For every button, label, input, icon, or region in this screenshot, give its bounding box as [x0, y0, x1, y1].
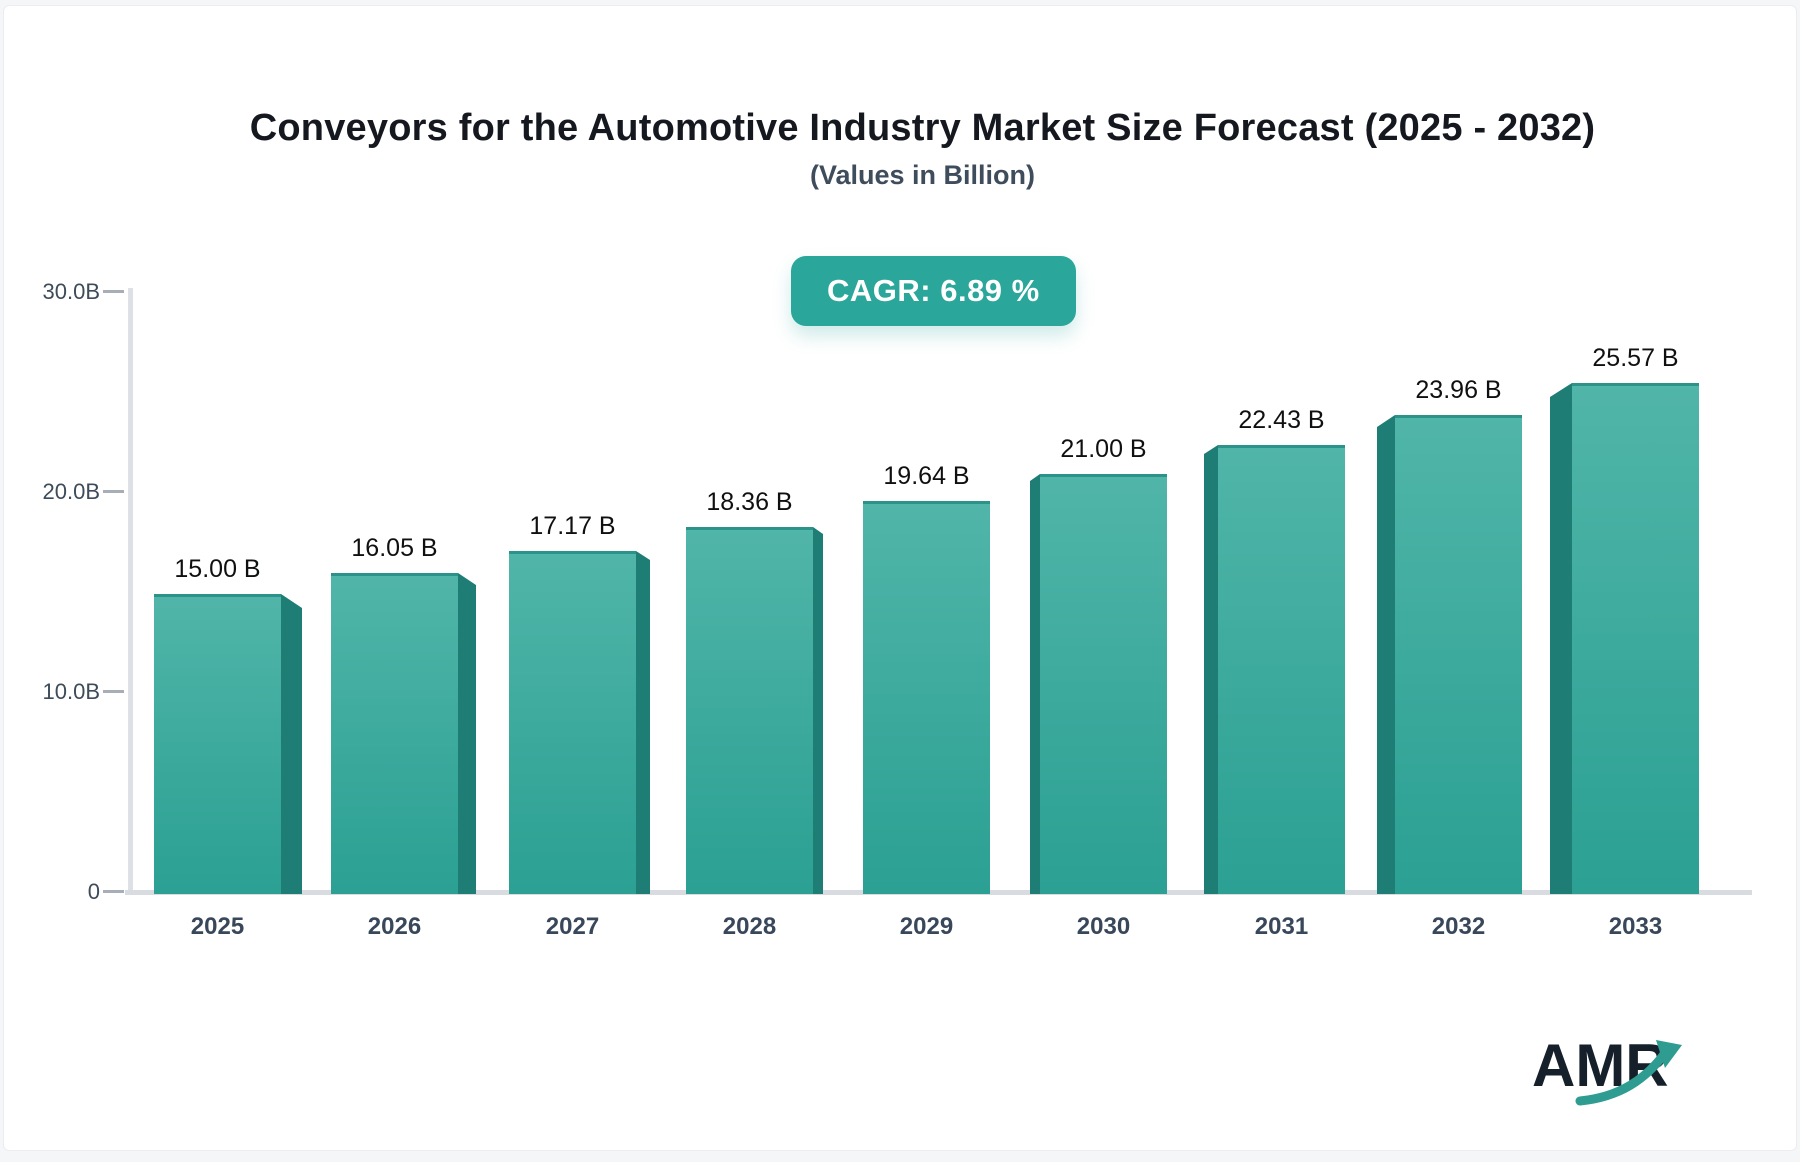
bar-value-label: 21.00 B [1000, 432, 1207, 466]
x-axis-label: 2033 [1552, 912, 1719, 942]
bar [1572, 383, 1699, 894]
x-axis-label: 2032 [1375, 912, 1542, 942]
chart-card: Conveyors for the Automotive Industry Ma… [3, 5, 1797, 1151]
bar-value-label: 25.57 B [1532, 341, 1739, 375]
y-tick-dash [103, 690, 124, 693]
y-axis-line [128, 288, 133, 892]
logo-text: AMR [1532, 1032, 1669, 1099]
bar-value-label: 18.36 B [646, 485, 853, 519]
bar [331, 573, 458, 894]
x-axis-label: 2027 [489, 912, 656, 942]
x-axis-label: 2025 [134, 912, 301, 942]
bar [863, 501, 990, 894]
bar-side-face [281, 594, 302, 894]
y-tick-dash [103, 490, 124, 493]
bar-value-label: 22.43 B [1178, 403, 1385, 437]
bar-side-face [636, 551, 650, 894]
x-axis-label: 2028 [666, 912, 833, 942]
bar [686, 527, 813, 894]
bar-value-label: 17.17 B [469, 509, 676, 543]
bar-value-label: 19.64 B [823, 459, 1030, 493]
x-axis-label: 2026 [311, 912, 478, 942]
y-tick-dash [103, 890, 124, 893]
amr-logo: AMR [1530, 1022, 1720, 1108]
y-tick-label: 30.0B [12, 279, 100, 305]
bar-side-face [1204, 445, 1218, 894]
bar [1218, 445, 1345, 894]
bar [1395, 415, 1522, 894]
bar [154, 594, 281, 894]
x-axis-label: 2029 [843, 912, 1010, 942]
y-tick-label: 20.0B [12, 479, 100, 505]
x-axis-label: 2030 [1020, 912, 1187, 942]
bar-side-face [813, 527, 823, 894]
y-tick-label: 0 [12, 879, 100, 905]
y-tick-label: 10.0B [12, 679, 100, 705]
bar-value-label: 16.05 B [291, 531, 498, 565]
y-tick-dash [103, 290, 124, 293]
bar-value-label: 15.00 B [114, 552, 321, 586]
bar [1040, 474, 1167, 894]
bar-side-face [1377, 415, 1395, 894]
bar-value-label: 23.96 B [1355, 373, 1562, 407]
bar-side-face [1550, 383, 1572, 894]
bar [509, 551, 636, 894]
x-axis-label: 2031 [1198, 912, 1365, 942]
bar-chart-plot-area: 30.0B 20.0B 10.0B 0 15.00 B 2025 16.05 B 2026 17… [4, 6, 1800, 1162]
bar-side-face [458, 573, 476, 894]
bar-side-face [1030, 474, 1040, 894]
